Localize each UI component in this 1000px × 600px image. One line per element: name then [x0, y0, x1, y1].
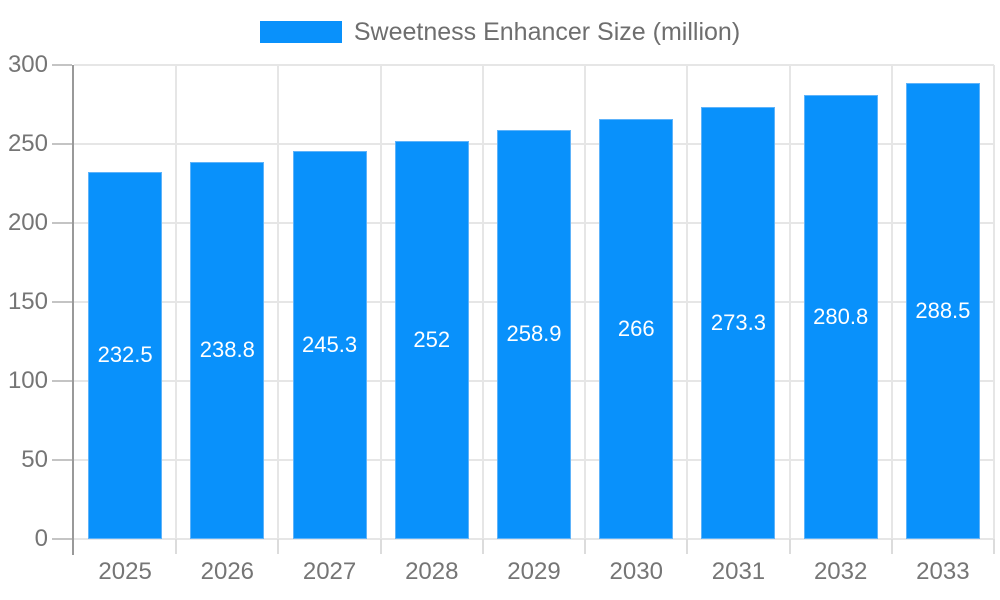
bar[interactable]: 273.3 [701, 107, 776, 539]
gridline-vertical [277, 65, 280, 539]
gridline-vertical [175, 65, 178, 539]
bar[interactable]: 252 [394, 140, 469, 539]
x-axis-tick [277, 539, 280, 554]
x-axis-tick [175, 539, 178, 554]
bar[interactable]: 280.8 [803, 95, 878, 539]
bar-value-label: 252 [413, 326, 451, 352]
gridline-vertical [788, 65, 791, 539]
gridline-horizontal [74, 538, 994, 540]
x-axis-tick [379, 539, 382, 554]
y-axis-tick [52, 538, 72, 540]
y-axis-label: 300 [7, 51, 48, 78]
bar[interactable]: 238.8 [190, 161, 265, 539]
legend-swatch [259, 21, 342, 43]
gridline-vertical [993, 65, 995, 539]
bar-value-label: 266 [617, 315, 655, 341]
bar-value-label: 238.8 [199, 337, 255, 363]
gridline-vertical [584, 65, 587, 539]
x-axis-label: 2033 [916, 558, 970, 585]
x-axis-label: 2026 [200, 558, 255, 585]
gridline-horizontal [74, 64, 994, 66]
x-axis-label: 2029 [507, 558, 561, 585]
x-axis-label: 2030 [609, 558, 663, 585]
x-axis-label: 2027 [302, 558, 357, 585]
y-axis-tick [52, 459, 72, 461]
gridline-vertical [686, 65, 689, 539]
bar[interactable]: 258.9 [497, 129, 571, 539]
gridline-vertical [890, 65, 893, 539]
bar-value-label: 245.3 [302, 332, 358, 358]
y-axis-line [72, 65, 74, 555]
x-axis-tick [788, 539, 791, 554]
bar-value-label: 232.5 [97, 342, 153, 368]
bar-value-label: 258.9 [506, 321, 562, 347]
y-axis-tick [52, 143, 72, 145]
x-axis-tick [686, 539, 689, 554]
bar-value-label: 273.3 [710, 310, 766, 336]
y-axis-label: 50 [21, 446, 48, 473]
y-axis-label: 100 [7, 367, 48, 394]
bar[interactable]: 245.3 [292, 151, 367, 539]
x-axis-label: 2025 [98, 558, 152, 585]
y-axis-label: 0 [34, 525, 48, 552]
plot-area: 232.5 238.8 245.3 252 258.9 266 273.3 280.8 288.… [74, 64, 995, 540]
bar[interactable]: 266 [599, 118, 674, 539]
y-axis-label: 150 [7, 288, 48, 315]
x-axis-label: 2032 [813, 558, 868, 585]
bar-value-label: 280.8 [813, 304, 869, 330]
x-axis-tick [993, 539, 995, 554]
legend-item[interactable]: Sweetness Enhancer Size (million) [0, 18, 1000, 46]
bar-value-label: 288.5 [915, 298, 971, 324]
y-axis-tick [52, 301, 72, 303]
x-axis-tick [481, 539, 484, 554]
y-axis-tick [52, 222, 72, 224]
x-axis-tick [890, 539, 893, 554]
bar[interactable]: 232.5 [88, 171, 163, 539]
y-axis-tick [52, 380, 72, 382]
gridline-vertical [379, 65, 382, 539]
legend-label: Sweetness Enhancer Size (million) [353, 18, 741, 46]
y-axis-tick [52, 64, 72, 66]
x-axis-label: 2028 [405, 558, 459, 585]
gridline-vertical [481, 65, 484, 539]
x-axis-label: 2031 [711, 558, 766, 585]
y-axis-label: 250 [7, 130, 48, 157]
y-axis-label: 200 [7, 209, 48, 236]
bar[interactable]: 288.5 [905, 83, 980, 539]
x-axis-tick [584, 539, 587, 554]
